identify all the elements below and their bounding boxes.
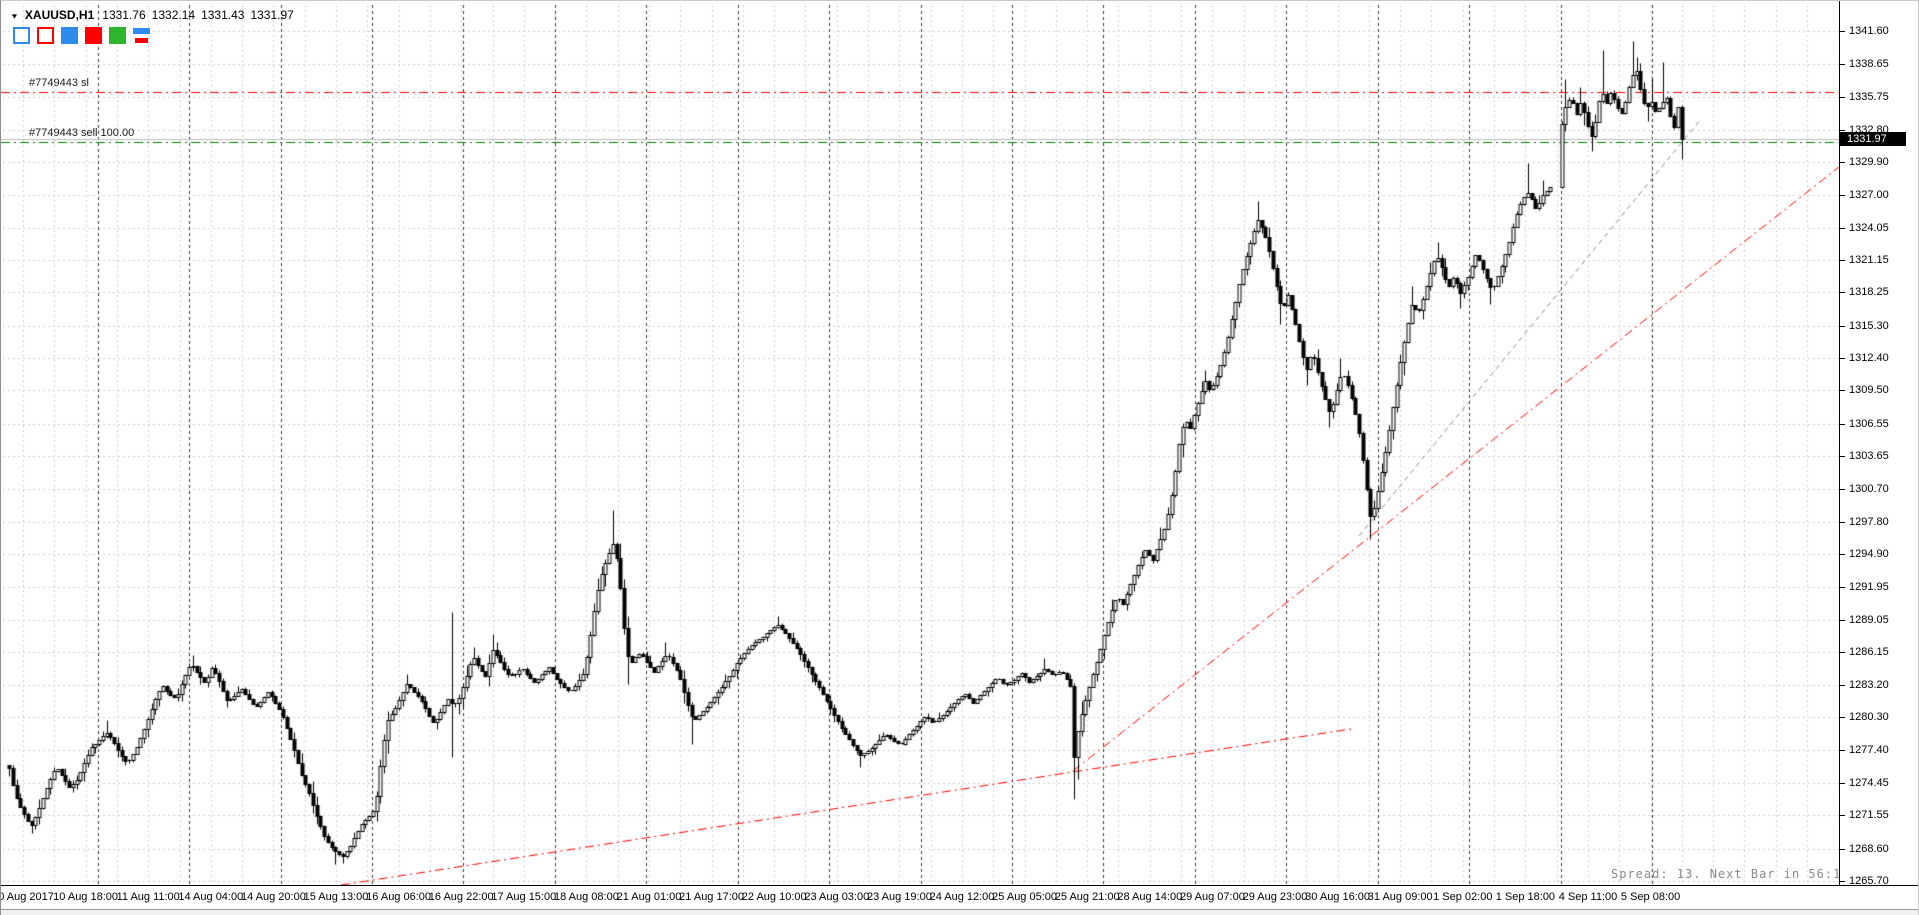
price-tick-label: 1271.55 [1840, 809, 1889, 822]
time-tick-label: 31 Aug 09:00 [1367, 891, 1433, 903]
time-tick-label: 25 Aug 05:00 [992, 891, 1058, 903]
price-axis[interactable]: 1341.60 1338.65 1335.75 1332.80 1329.90 1327.… [1839, 1, 1918, 887]
quote-low-value: 1331.43 [201, 8, 245, 22]
price-tick-label: 1265.70 [1840, 875, 1889, 887]
blue-red-bars-icon[interactable] [133, 27, 150, 44]
time-tick-label: 14 Aug 04:00 [178, 891, 244, 903]
time-tick-label: 28 Aug 14:00 [1117, 891, 1183, 903]
time-tick-label: 22 Aug 10:00 [741, 891, 807, 903]
next-bar-countdown-label: Next Bar in 56:19 [1709, 867, 1850, 881]
price-tick-label: 1286.15 [1840, 645, 1889, 658]
price-tick-label: 1280.30 [1840, 711, 1889, 724]
window-bottom-edge [1, 909, 1918, 915]
price-tick-label: 1338.65 [1840, 58, 1889, 71]
price-tick-label: 1341.60 [1840, 25, 1889, 37]
time-tick-label: 4 Sep 11:00 [1558, 891, 1618, 903]
price-tick-label: 1289.05 [1840, 613, 1889, 626]
sell-order-label[interactable]: #7749443 sell 100.00 [29, 127, 135, 139]
current-price-badge: 1331.97 [1840, 131, 1906, 146]
time-tick-label: 16 Aug 22:00 [428, 891, 494, 903]
filled-red-square-icon[interactable] [85, 27, 102, 44]
price-tick-label: 1303.65 [1840, 450, 1889, 462]
outline-red-square-icon[interactable] [37, 27, 54, 44]
price-tick-label: 1277.40 [1840, 743, 1889, 756]
time-tick-label: 10 Aug 18:00 [53, 891, 119, 903]
time-tick-label: 23 Aug 19:00 [866, 891, 932, 903]
price-tick-label: 1335.75 [1840, 90, 1889, 103]
price-tick-label: 1309.50 [1840, 384, 1889, 397]
time-tick-label: 16 Aug 06:00 [366, 891, 432, 903]
price-tick-label: 1321.15 [1840, 254, 1889, 267]
price-tick-label: 1329.90 [1840, 156, 1889, 169]
time-tick-label: 17 Aug 15:00 [491, 891, 557, 903]
price-tick-label: 1324.05 [1840, 221, 1889, 234]
time-tick-label: 5 Sep 08:00 [1620, 891, 1681, 903]
price-tick-label: 1315.30 [1840, 319, 1889, 332]
symbol-period-label: XAUUSD,H1 [24, 8, 95, 22]
time-tick-label: 14 Aug 20:00 [240, 891, 306, 903]
outline-blue-square-icon[interactable] [13, 27, 30, 44]
status-text: Spread: 13. Next Bar in 56:19 [1611, 867, 1849, 881]
stop-loss-order-label[interactable]: #7749443 sl [29, 77, 89, 89]
time-tick-label: 21 Aug 17:00 [679, 891, 745, 903]
time-axis-border [1, 885, 1918, 886]
price-tick-label: 1318.25 [1840, 286, 1889, 299]
time-tick-label: 1 Sep 02:00 [1433, 891, 1493, 903]
price-tick-label: 1283.20 [1840, 679, 1889, 692]
price-tick-label: 1312.40 [1840, 352, 1889, 364]
price-tick-label: 1294.90 [1840, 547, 1889, 560]
filled-blue-square-icon[interactable] [61, 27, 78, 44]
time-tick-label: 29 Aug 07:00 [1179, 891, 1245, 903]
quote-high-value: 1332.14 [151, 8, 196, 22]
price-tick-label: 1297.80 [1840, 515, 1889, 528]
time-tick-label: 15 Aug 13:00 [303, 891, 369, 903]
time-tick-label: 18 Aug 08:00 [553, 891, 619, 903]
chart-title-bar: ▼ XAUUSD,H1 1331.76 1332.14 1331.43 1331.97 [10, 8, 300, 22]
price-tick-label: 1268.60 [1840, 842, 1889, 855]
spread-value-label: Spread: 13. [1611, 867, 1702, 881]
time-tick-label: 23 Aug 03:00 [804, 891, 870, 903]
price-tick-label: 1300.70 [1840, 483, 1889, 496]
time-tick-label: 24 Aug 12:00 [929, 891, 995, 903]
quote-close-value: 1331.97 [250, 8, 294, 22]
time-tick-label: 30 Aug 16:00 [1305, 891, 1371, 903]
price-tick-label: 1306.55 [1840, 417, 1889, 430]
time-tick-label: 25 Aug 21:00 [1054, 891, 1120, 903]
symbol-dropdown-icon[interactable]: ▼ [10, 12, 19, 20]
quote-open-value: 1331.76 [102, 8, 146, 22]
time-tick-label: 10 Aug 2017 [1, 891, 54, 903]
price-tick-label: 1327.00 [1840, 188, 1889, 201]
time-tick-label: 29 Aug 23:00 [1242, 891, 1308, 903]
price-tick-label: 1274.45 [1840, 777, 1889, 789]
time-tick-label: 1 Sep 18:00 [1495, 891, 1556, 903]
color-swatch-toolbar [13, 27, 150, 47]
price-tick-label: 1291.95 [1840, 581, 1889, 594]
filled-green-square-icon[interactable] [109, 27, 126, 44]
time-tick-label: 11 Aug 11:00 [116, 891, 180, 903]
time-tick-label: 21 Aug 01:00 [616, 891, 682, 903]
